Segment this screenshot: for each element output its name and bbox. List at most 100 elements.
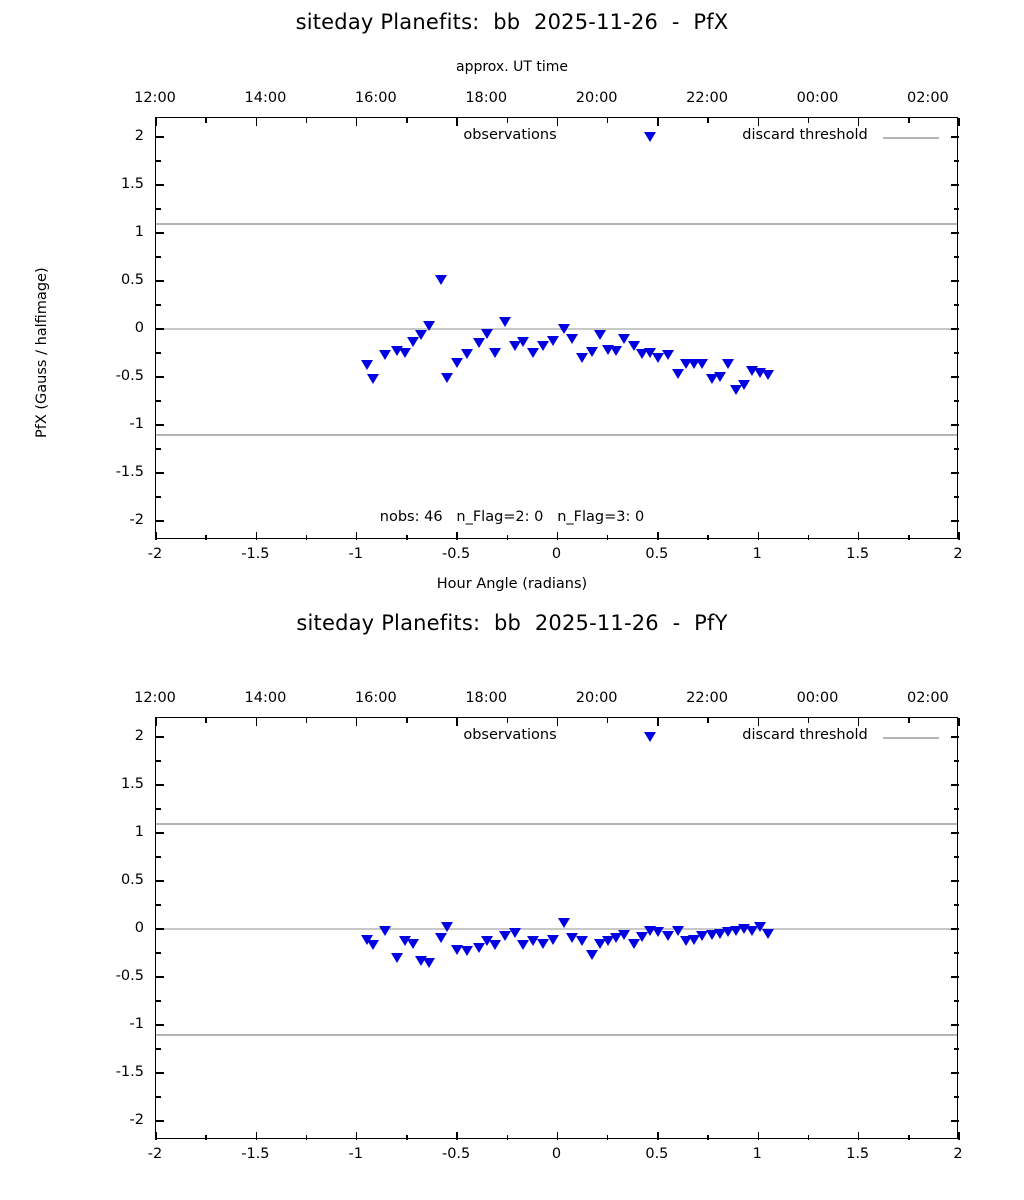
data-point	[461, 348, 474, 359]
data-point	[481, 328, 494, 339]
y-minor-tick-right	[954, 352, 959, 354]
x-minor-tick-top	[506, 718, 508, 723]
panel-title: siteday Planefits: bb 2025-11-26 - PfX	[295, 10, 729, 34]
x-minor-tick-top	[807, 718, 810, 723]
y-tick-label: -0.5	[115, 967, 144, 984]
x-minor-tick-top	[908, 718, 910, 723]
x-tick	[958, 532, 960, 540]
data-point	[754, 368, 767, 379]
data-point	[489, 940, 502, 951]
data-point	[671, 369, 684, 380]
ut-tick-label: 02:00	[906, 90, 949, 106]
x-tick	[155, 532, 157, 540]
data-point	[378, 349, 391, 360]
y-minor-tick-right	[954, 1096, 959, 1098]
data-point	[617, 929, 630, 940]
y-tick	[156, 472, 164, 474]
y-tick-label: 1.5	[120, 176, 144, 193]
x-tick-label: 0.5	[645, 1146, 669, 1162]
y-minor-tick	[156, 808, 161, 810]
data-point	[414, 329, 427, 340]
y-tick-right	[951, 472, 959, 474]
legend-line-discard-threshold	[883, 737, 939, 739]
data-point	[585, 949, 598, 960]
x-minor-tick	[606, 1135, 609, 1140]
x-tick-top	[657, 718, 659, 726]
legend-marker-observations	[644, 732, 656, 742]
data-point	[527, 347, 540, 358]
x-tick-top	[155, 718, 157, 726]
x-tick-top	[155, 118, 157, 126]
x-tick	[657, 1132, 659, 1140]
data-point	[762, 370, 775, 381]
y-tick	[156, 424, 164, 426]
x-tick-label: -0.5	[441, 1146, 471, 1162]
data-point	[635, 348, 648, 359]
x-minor-tick-top	[305, 718, 308, 723]
x-axis-label: Hour Angle (radians)	[436, 576, 588, 592]
panel-pfy: siteday Planefits: bb 2025-11-26 - PfY a…	[0, 600, 1024, 1200]
y-tick	[156, 1072, 164, 1074]
data-point	[517, 940, 530, 951]
x-tick	[857, 532, 860, 540]
legend-label-discard-threshold: discard threshold	[742, 127, 868, 143]
data-point	[609, 932, 622, 943]
x-tick-label: 1.5	[846, 1146, 870, 1162]
x-tick	[155, 1132, 157, 1140]
x-tick-label: -2	[147, 546, 163, 562]
data-point	[423, 957, 436, 968]
y-tick-label: -1.5	[115, 463, 144, 480]
data-point	[366, 373, 379, 384]
y-tick	[156, 880, 164, 882]
y-tick-right	[951, 376, 959, 378]
ut-tick-label: 20:00	[575, 690, 618, 706]
y-minor-tick-right	[954, 856, 959, 858]
y-tick-label: -1.5	[115, 1063, 144, 1080]
y-minor-tick	[156, 448, 161, 450]
x-tick	[255, 1132, 258, 1140]
data-point	[593, 329, 606, 340]
y-minor-tick-right	[954, 400, 959, 402]
data-point	[593, 939, 606, 950]
x-minor-tick	[807, 1135, 810, 1140]
y-minor-tick	[156, 400, 161, 402]
data-point	[390, 346, 403, 357]
y-axis-label: PfX (Gauss / halfimage)	[34, 267, 50, 438]
x-minor-tick	[707, 535, 709, 540]
y-tick-right	[951, 328, 959, 330]
data-point	[617, 333, 630, 344]
y-minor-tick-right	[954, 760, 959, 762]
y-tick	[156, 376, 164, 378]
ut-tick-label: 16:00	[354, 90, 397, 106]
stats-annotation: nobs: 46 n_Flag=2: 0 n_Flag=3: 0	[379, 509, 645, 525]
data-point	[671, 925, 684, 936]
y-minor-tick-right	[954, 1048, 959, 1050]
data-point	[635, 931, 648, 942]
y-tick	[156, 1120, 164, 1122]
y-tick-right	[951, 232, 959, 234]
data-point	[366, 940, 379, 951]
data-point	[661, 349, 674, 360]
data-point	[527, 936, 540, 947]
data-point	[441, 372, 454, 383]
x-tick-label: -1	[348, 1146, 363, 1162]
x-tick-label: 0.5	[645, 546, 669, 562]
data-point	[601, 345, 614, 356]
data-point	[679, 358, 692, 369]
x-tick-label: 0	[551, 546, 562, 562]
y-tick-label: 2	[134, 728, 144, 745]
x-minor-tick	[205, 1135, 207, 1140]
ut-tick-label: 00:00	[796, 90, 839, 106]
data-point	[661, 930, 674, 941]
data-point	[706, 929, 719, 940]
x-minor-tick	[506, 1135, 508, 1140]
y-minor-tick-right	[954, 808, 959, 810]
x-tick-top	[657, 118, 659, 126]
x-minor-tick-top	[205, 718, 207, 723]
data-point	[746, 925, 759, 936]
x-tick-top	[255, 718, 258, 726]
data-point	[557, 324, 570, 334]
data-point	[499, 930, 512, 941]
x-tick	[456, 532, 458, 540]
x-minor-tick-top	[606, 118, 609, 123]
